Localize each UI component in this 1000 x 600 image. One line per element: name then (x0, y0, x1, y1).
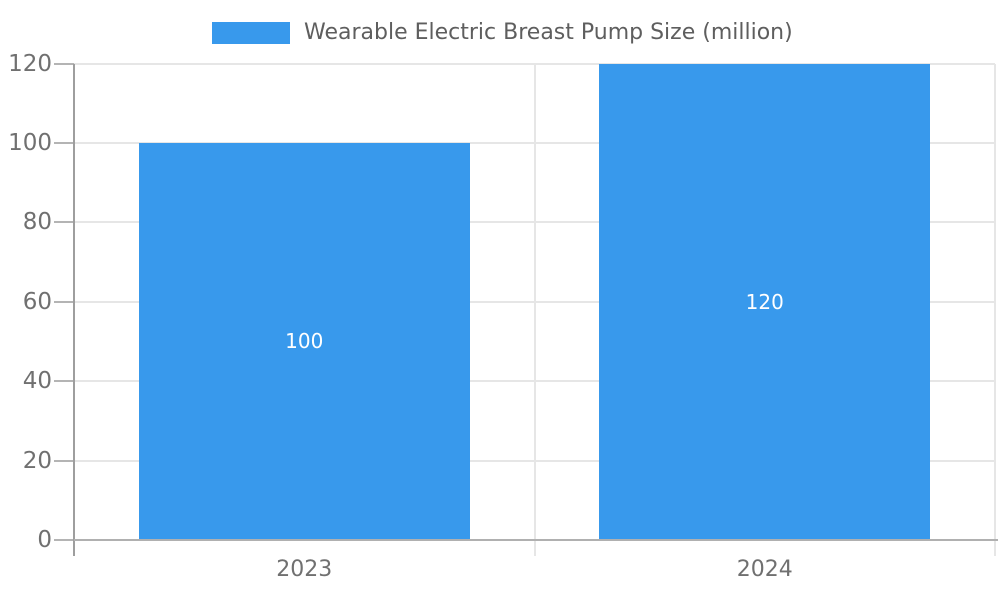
y-axis-tick-label: 20 (22, 447, 52, 474)
y-axis-tick-label: 120 (8, 50, 52, 77)
y-tick-mark (54, 221, 74, 224)
y-axis-tick-label: 60 (22, 288, 52, 315)
y-axis-line (73, 63, 75, 556)
y-tick-mark (54, 62, 74, 65)
y-axis-tick-label: 40 (22, 368, 52, 395)
legend-swatch (212, 21, 290, 44)
bar-2023[interactable]: 100 (138, 142, 470, 540)
bar-value-label: 100 (285, 329, 324, 354)
y-tick-mark (54, 380, 74, 383)
legend[interactable]: Wearable Electric Breast Pump Size (mill… (212, 20, 793, 45)
y-axis-tick-label: 0 (37, 527, 52, 553)
y-tick-mark (54, 141, 74, 144)
bar-2024[interactable]: 120 (599, 63, 931, 540)
y-axis-tick-label: 100 (8, 129, 52, 156)
gridline-vertical (533, 63, 536, 556)
x-axis-tick-label: 2024 (736, 557, 793, 582)
y-tick-mark (54, 539, 74, 541)
x-axis-line (74, 539, 998, 541)
gridline-vertical (994, 63, 996, 556)
y-axis-tick-label: 80 (22, 209, 52, 236)
y-tick-mark (54, 300, 74, 303)
y-tick-mark (54, 459, 74, 462)
x-axis-tick-label: 2023 (276, 557, 333, 582)
bar-value-label: 120 (745, 289, 784, 314)
legend-title: Wearable Electric Breast Pump Size (mill… (304, 20, 793, 45)
